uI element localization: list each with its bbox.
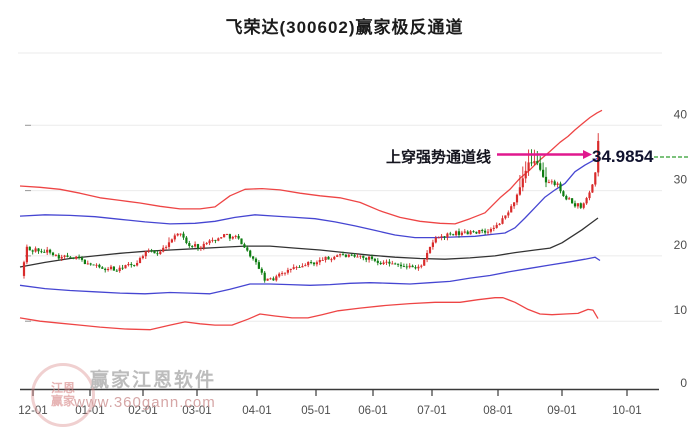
- x-tick-label: 09-01: [547, 405, 576, 417]
- x-tick-label: 03-01: [182, 405, 211, 417]
- watermark-brand: 赢家江恩软件: [90, 370, 217, 391]
- upper-rail-red: [19, 109, 603, 225]
- x-tick-label: 05-01: [301, 405, 330, 417]
- x-tick-label: 08-01: [483, 405, 512, 417]
- upper-strong-blue: [19, 157, 599, 239]
- y-tick-label: 0: [680, 376, 687, 390]
- breakout-annotation-label: 上穿强势通道线: [386, 149, 492, 166]
- y-tick-label: 20: [674, 238, 688, 252]
- y-axis: 0 10 20 30 40: [674, 107, 688, 390]
- y-tick-label: 30: [674, 173, 688, 187]
- x-tick-label: 06-01: [358, 405, 387, 417]
- x-tick-label: 07-01: [417, 405, 446, 417]
- x-tick-label: 02-01: [128, 405, 157, 417]
- lower-rail-red: [19, 297, 599, 331]
- y-tick-label: 40: [674, 107, 688, 121]
- watermark-url: www.360gann.com: [74, 394, 216, 411]
- y-tick-label: 10: [674, 303, 688, 317]
- lower-weak-blue: [19, 256, 601, 295]
- watermark-seal-text: 江恩 赢家: [50, 381, 75, 408]
- x-tick-label: 10-01: [612, 405, 641, 417]
- breakout-annotation-value: 34.9854: [592, 147, 654, 166]
- chart-title: 飞荣达(300602)赢家极反通道: [225, 18, 464, 37]
- breakout-arrow: [497, 150, 592, 159]
- gridlines: [18, 52, 662, 322]
- candles: [22, 133, 600, 283]
- life-line-black: [19, 217, 599, 268]
- x-tick-label: 04-01: [242, 405, 271, 417]
- watermark-seal-logo: 江恩 赢家: [31, 363, 95, 427]
